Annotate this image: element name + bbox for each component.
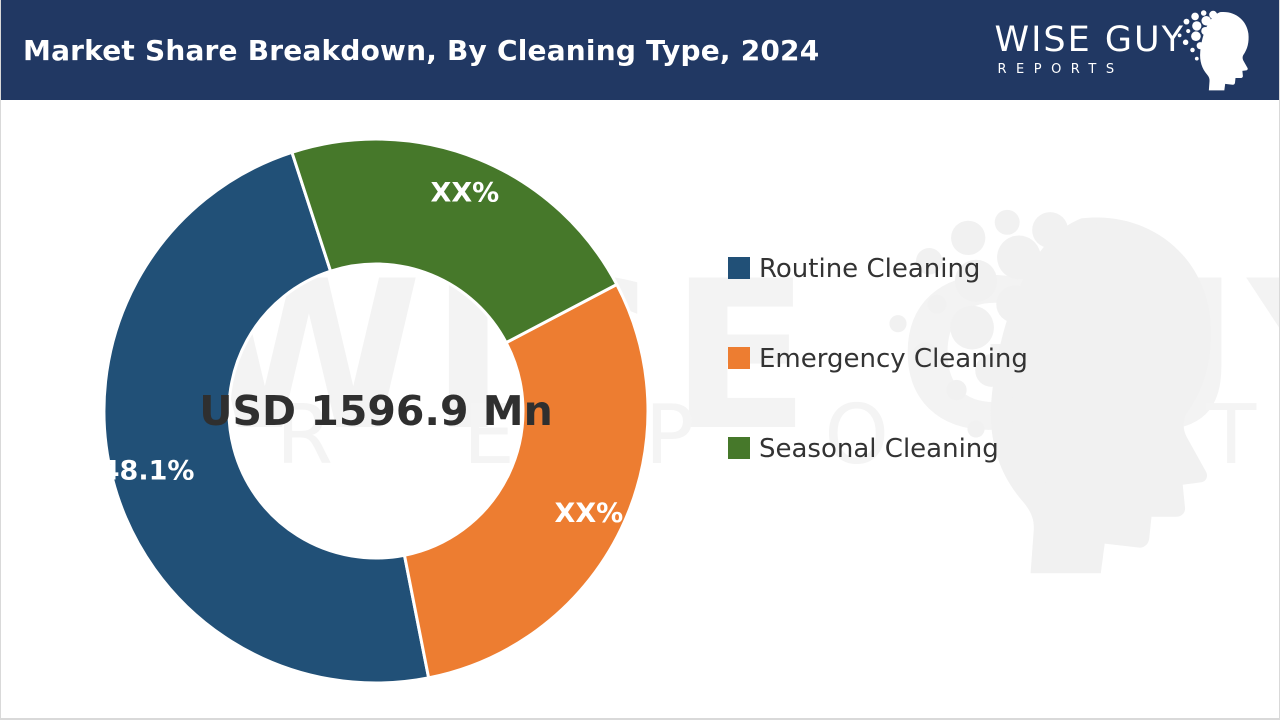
pie-segment-routine-cleaning: [102, 150, 431, 685]
header-bar: Market Share Breakdown, By Cleaning Type…: [1, 0, 1279, 100]
wiseguy-logo-text: WISE GUY REPORTS: [994, 20, 1185, 78]
page-title: Market Share Breakdown, By Cleaning Type…: [23, 33, 820, 67]
legend-item-emergency-cleaning: Emergency Cleaning: [728, 342, 1028, 378]
donut-chart: 48.1% XX% XX%: [101, 137, 650, 685]
chart-area: WISE GUY R E P O R T S 48.1%XX%XX% USD 1…: [1, 100, 1279, 718]
legend-item-seasonal-cleaning: Seasonal Cleaning: [728, 432, 1028, 468]
segment-label: 48.1%: [101, 455, 195, 486]
pie-segment-seasonal-cleaning: [290, 137, 619, 345]
legend-item-routine-cleaning: Routine Cleaning: [728, 252, 1028, 288]
segment-label: XX%: [555, 498, 624, 529]
logo-brand-name: WISE GUY: [994, 20, 1185, 60]
logo-brand-subtitle: REPORTS: [997, 62, 1124, 77]
legend-label: Seasonal Cleaning: [759, 434, 999, 464]
segment-label: XX%: [431, 177, 500, 208]
legend-swatch-routine: [728, 257, 750, 279]
legend-swatch-seasonal: [728, 437, 750, 459]
legend-swatch-emergency: [728, 347, 750, 369]
pie-segment-emergency-cleaning: [402, 282, 650, 680]
chart-legend: Routine Cleaning Emergency Cleaning Seas…: [728, 252, 1028, 522]
donut-center-value: USD 1596.9 Mn: [199, 387, 553, 435]
legend-label: Emergency Cleaning: [759, 344, 1028, 374]
legend-label: Routine Cleaning: [759, 254, 981, 284]
wiseguy-face-icon: [1171, 7, 1257, 93]
wiseguy-logo: WISE GUY REPORTS: [994, 7, 1257, 93]
